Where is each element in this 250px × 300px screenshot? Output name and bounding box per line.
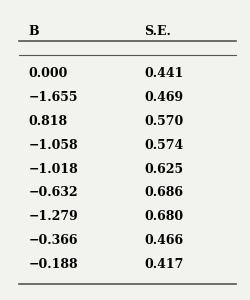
Text: 0.625: 0.625 — [144, 163, 184, 176]
Text: −1.279: −1.279 — [28, 210, 78, 224]
Text: 0.000: 0.000 — [28, 67, 68, 80]
Text: 0.417: 0.417 — [144, 258, 184, 271]
Text: −0.188: −0.188 — [28, 258, 78, 271]
Text: S.E.: S.E. — [144, 25, 171, 38]
Text: 0.466: 0.466 — [144, 234, 184, 247]
Text: −1.655: −1.655 — [28, 91, 78, 104]
Text: −1.058: −1.058 — [28, 139, 78, 152]
Text: 0.686: 0.686 — [144, 187, 183, 200]
Text: −0.366: −0.366 — [28, 234, 78, 247]
Text: −0.632: −0.632 — [28, 187, 78, 200]
Text: 0.469: 0.469 — [144, 91, 184, 104]
Text: −1.018: −1.018 — [28, 163, 78, 176]
Text: 0.680: 0.680 — [144, 210, 184, 224]
Text: 0.441: 0.441 — [144, 67, 184, 80]
Text: 0.574: 0.574 — [144, 139, 184, 152]
Text: 0.570: 0.570 — [144, 115, 184, 128]
Text: 0.818: 0.818 — [28, 115, 68, 128]
Text: B: B — [28, 25, 39, 38]
